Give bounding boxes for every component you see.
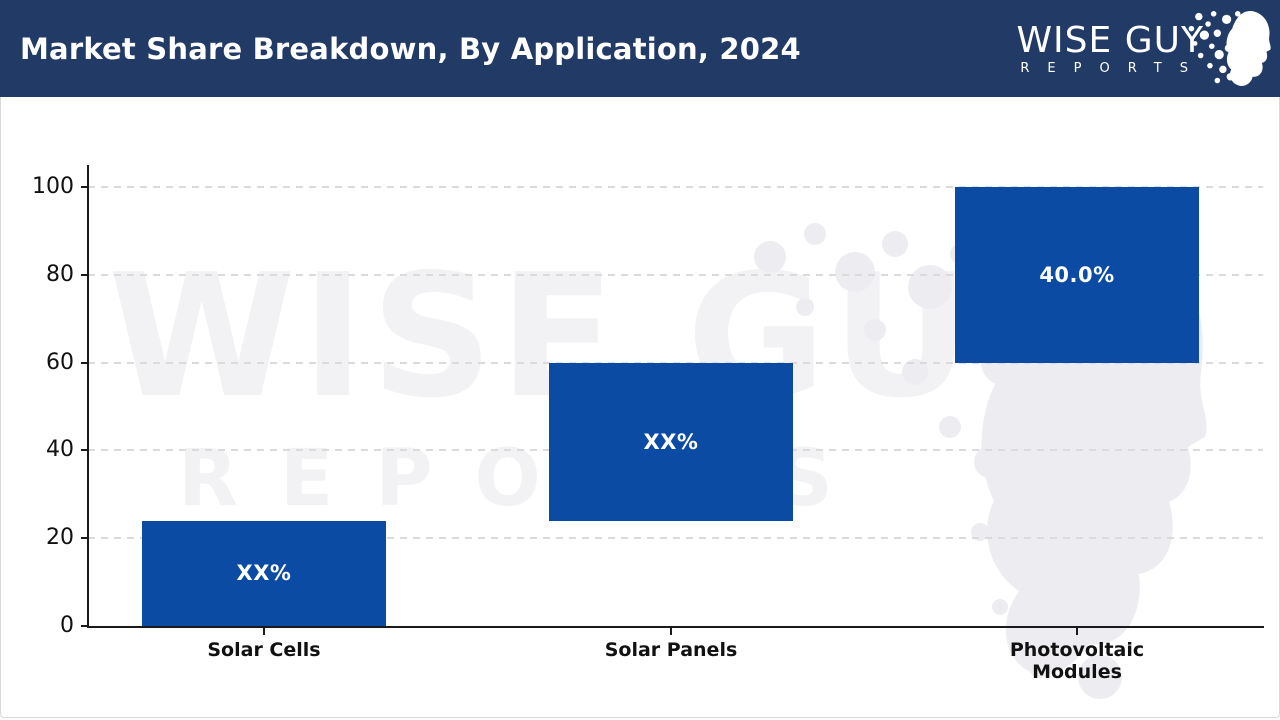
y-tick-label: 40 <box>46 437 74 463</box>
x-tick-mark <box>1076 628 1078 635</box>
x-axis <box>87 626 1264 628</box>
y-tick-mark <box>81 537 88 540</box>
x-tick-mark <box>670 628 672 635</box>
logo-wordmark: WISE GUY <box>1016 19 1204 61</box>
wiseguy-logo-words: WISE GUY REPORTS <box>1014 19 1206 76</box>
y-tick-mark <box>81 449 88 452</box>
bar-value-label: 40.0% <box>1039 262 1115 287</box>
x-category-label: Solar Cells <box>207 639 321 661</box>
bar-value-label: XX% <box>643 429 699 454</box>
y-tick-mark <box>81 625 88 627</box>
gridline <box>88 273 1263 276</box>
y-tick-mark <box>81 273 88 276</box>
x-category-label: Photovoltaic Modules <box>1009 639 1145 684</box>
chart-title: Market Share Breakdown, By Application, … <box>20 31 801 66</box>
y-tick-label: 100 <box>32 174 74 199</box>
gridline <box>88 186 1263 188</box>
y-tick-mark <box>81 361 88 364</box>
y-tick-mark <box>81 186 88 188</box>
x-category-label: Solar Panels <box>604 639 738 661</box>
x-tick-mark <box>263 628 265 635</box>
y-tick-label: 20 <box>46 525 74 551</box>
y-tick-label: 60 <box>46 349 74 375</box>
y-axis <box>87 165 89 628</box>
header-bar: Market Share Breakdown, By Application, … <box>0 0 1280 97</box>
bar-photovoltaic-modules: 40.0% <box>955 187 1199 363</box>
logo-face-icon <box>1188 10 1271 86</box>
gridline <box>88 537 1263 540</box>
y-tick-label: 0 <box>60 613 74 638</box>
y-tick-label: 80 <box>46 261 74 287</box>
logo-subtitle: REPORTS <box>1020 60 1206 76</box>
bar-solar-cells: XX% <box>142 520 386 626</box>
bar-value-label: XX% <box>236 561 292 586</box>
wiseguy-logo: WISE GUY REPORTS <box>1014 0 1272 97</box>
bar-solar-panels: XX% <box>549 362 793 521</box>
wiseguy-logo-inner: WISE GUY REPORTS <box>1014 0 1272 97</box>
